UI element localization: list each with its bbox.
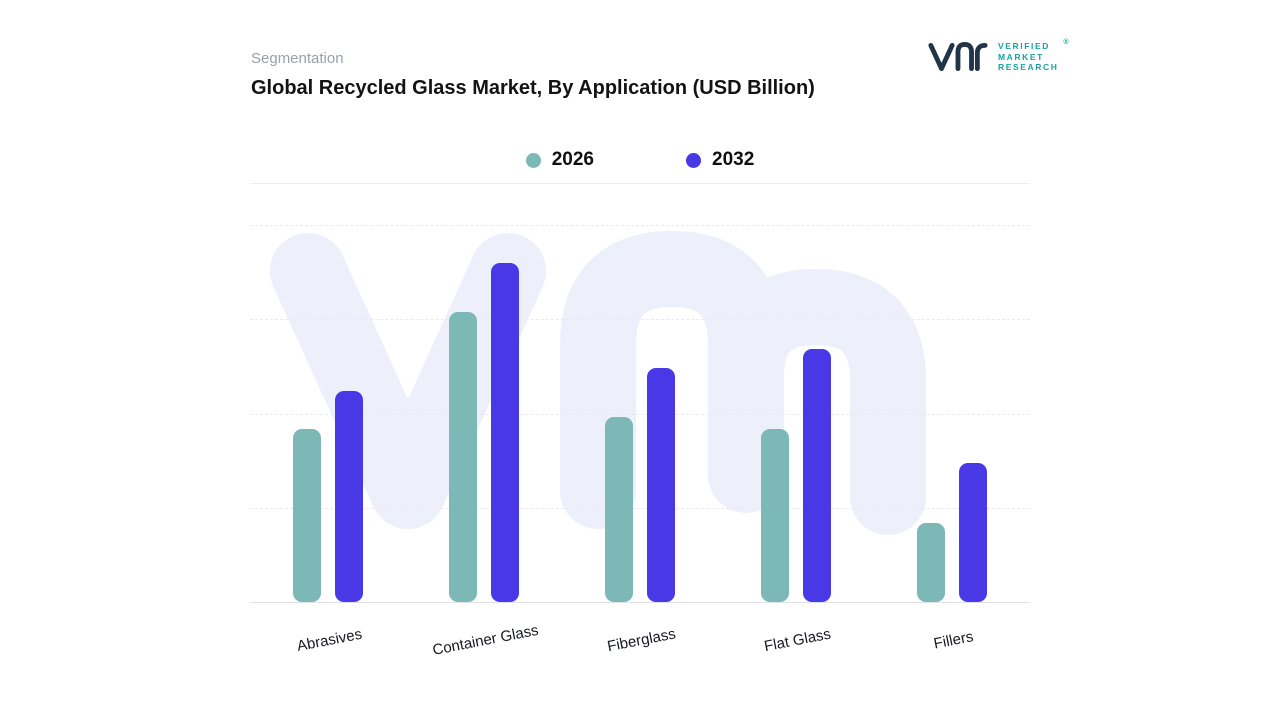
bar-2026-fiberglass bbox=[605, 417, 633, 602]
gridline bbox=[250, 507, 1030, 509]
category-label-flat-glass: Flat Glass bbox=[762, 625, 833, 656]
legend-dot-2032 bbox=[686, 152, 701, 168]
category-label-fillers: Fillers bbox=[932, 628, 975, 653]
gridlines bbox=[250, 225, 1030, 602]
legend-dot-2026 bbox=[525, 152, 541, 168]
plot-area bbox=[250, 225, 1030, 603]
bar-group-fillers bbox=[917, 225, 987, 602]
brand-name: VERIFIED MARKET RESEARCH ® bbox=[998, 39, 1069, 73]
bar-2026-fillers bbox=[917, 522, 945, 602]
bar-group-abrasives bbox=[293, 225, 363, 602]
category-label-fiberglass: Fiberglass bbox=[605, 625, 678, 656]
gridline bbox=[250, 413, 1030, 415]
vmr-monogram-icon bbox=[928, 41, 988, 72]
bar-group-container-glass bbox=[449, 225, 519, 602]
category-label-container-glass: Container Glass bbox=[431, 621, 540, 659]
legend-item-2032: 2032 bbox=[686, 149, 754, 171]
chart-title: Global Recycled Glass Market, By Applica… bbox=[251, 77, 815, 99]
bar-2032-container-glass bbox=[491, 262, 519, 602]
header-divider bbox=[250, 183, 1030, 184]
bar-2026-flat-glass bbox=[761, 428, 789, 602]
bar-group-flat-glass bbox=[761, 225, 831, 602]
legend-item-2026: 2026 bbox=[525, 149, 594, 171]
gridline bbox=[250, 319, 1030, 321]
legend: 2026 2032 bbox=[250, 149, 1030, 171]
legend-label: 2032 bbox=[712, 149, 755, 170]
bar-2032-fillers bbox=[959, 462, 987, 602]
brand-logo: VERIFIED MARKET RESEARCH ® bbox=[926, 38, 1069, 76]
brand-line: RESEARCH bbox=[998, 62, 1059, 73]
category-label-abrasives: Abrasives bbox=[295, 625, 364, 655]
category-labels: Abrasives Container Glass Fiberglass Flat G… bbox=[250, 616, 1030, 659]
bars bbox=[250, 225, 1030, 602]
brand-line: VERIFIED bbox=[998, 41, 1051, 52]
bar-2032-abrasives bbox=[335, 390, 363, 602]
registered-mark: ® bbox=[1063, 39, 1069, 47]
bar-2026-abrasives bbox=[293, 428, 321, 602]
bar-2026-container-glass bbox=[449, 311, 477, 602]
brand-line: MARKET bbox=[998, 51, 1044, 62]
legend-label: 2026 bbox=[551, 149, 594, 170]
gridline bbox=[250, 225, 1030, 226]
bar-2032-flat-glass bbox=[803, 349, 831, 602]
bar-group-fiberglass bbox=[605, 225, 675, 602]
eyebrow-label: Segmentation bbox=[251, 50, 344, 67]
bar-2032-fiberglass bbox=[647, 368, 675, 602]
